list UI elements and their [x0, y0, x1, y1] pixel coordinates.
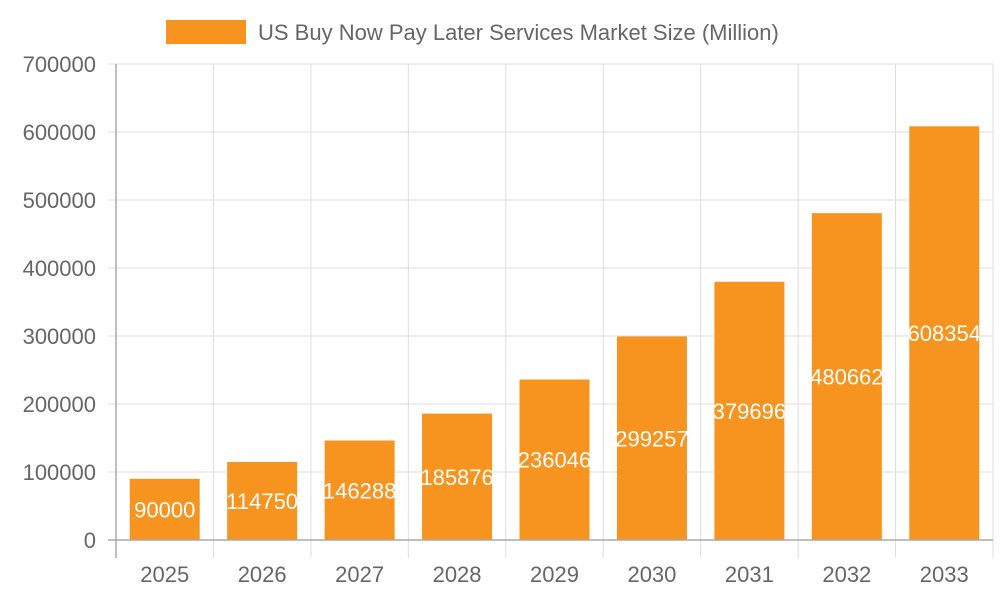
x-tick-label: 2025 — [140, 562, 189, 587]
legend-label: US Buy Now Pay Later Services Market Siz… — [258, 20, 779, 45]
bar-2028 — [422, 413, 493, 540]
data-label-2027: 146288 — [323, 478, 396, 503]
bar-2029 — [519, 379, 590, 540]
axes: 0 100000 200000 300000 400000 500000 600000 700… — [23, 52, 993, 587]
bars: 90000 114750 146288 185876 236046 299257 37969… — [129, 126, 981, 541]
y-tick-label: 100000 — [23, 460, 96, 485]
x-tick-label: 2028 — [433, 562, 482, 587]
y-tick-label: 500000 — [23, 188, 96, 213]
grid — [108, 63, 994, 558]
data-label-2033: 608354 — [908, 321, 981, 346]
y-tick-label: 400000 — [23, 256, 96, 281]
x-tick-label: 2026 — [238, 562, 287, 587]
bar-2032 — [811, 213, 882, 540]
x-tick-label: 2027 — [335, 562, 384, 587]
bar-2027 — [324, 440, 395, 540]
y-tick-label: 0 — [84, 528, 96, 553]
x-tick-label: 2032 — [822, 562, 871, 587]
data-label-2029: 236046 — [518, 448, 591, 473]
y-tick-label: 200000 — [23, 392, 96, 417]
bar-2033 — [909, 126, 980, 541]
legend-swatch — [166, 20, 246, 44]
y-tick-label: 700000 — [23, 52, 96, 77]
data-label-2025: 90000 — [134, 497, 195, 522]
data-label-2028: 185876 — [420, 465, 493, 490]
y-tick-label: 600000 — [23, 120, 96, 145]
bar-2026 — [227, 461, 298, 540]
x-tick-label: 2031 — [725, 562, 774, 587]
x-tick-label: 2033 — [920, 562, 969, 587]
data-label-2030: 299257 — [615, 426, 688, 451]
legend: US Buy Now Pay Later Services Market Siz… — [166, 20, 779, 45]
x-tick-label: 2029 — [530, 562, 579, 587]
bar-2025 — [129, 478, 200, 540]
y-tick-label: 300000 — [23, 324, 96, 349]
bar-2031 — [714, 281, 785, 540]
bar-2030 — [616, 336, 687, 540]
data-label-2026: 114750 — [226, 489, 298, 514]
x-tick-label: 2030 — [627, 562, 676, 587]
data-label-2032: 480662 — [810, 365, 883, 390]
data-label-2031: 379696 — [713, 399, 786, 424]
